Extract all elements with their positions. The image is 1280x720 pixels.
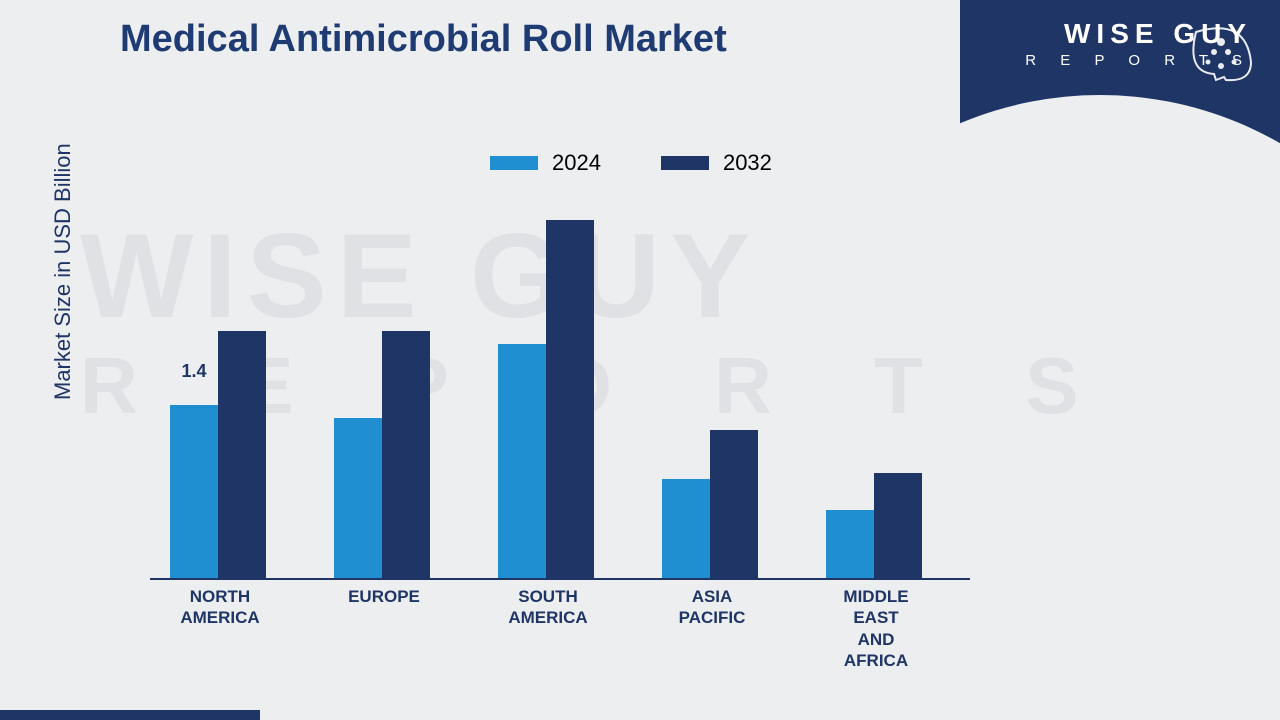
bar-2024 <box>170 405 218 578</box>
legend-swatch-2024 <box>490 156 538 170</box>
category-label: NORTHAMERICA <box>150 580 290 629</box>
bar-2024 <box>826 510 874 578</box>
plot-area: 1.4NORTHAMERICAEUROPESOUTHAMERICAASIAPAC… <box>150 210 970 580</box>
brand-logo: WISE GUY R E P O R T S <box>1025 18 1252 69</box>
category-label: SOUTHAMERICA <box>478 580 618 629</box>
bar-2032 <box>382 331 430 578</box>
bar-2032 <box>710 430 758 578</box>
canvas: WISE GUY R E P O R T S Medical Antimicro… <box>0 0 1280 720</box>
category-label: MIDDLEEASTANDAFRICA <box>806 580 946 671</box>
category-label: EUROPE <box>314 580 454 607</box>
bar-2024 <box>334 418 382 578</box>
bar-2024 <box>498 344 546 578</box>
legend-item-2024: 2024 <box>490 150 601 176</box>
bar-2024 <box>662 479 710 578</box>
chart-title: Medical Antimicrobial Roll Market <box>120 18 727 61</box>
bar-2032 <box>874 473 922 578</box>
brand-head-icon <box>1166 22 1256 82</box>
bar-2032 <box>546 220 594 578</box>
bar-chart: Market Size in USD Billion 2024 2032 1.4… <box>60 150 980 650</box>
legend-swatch-2032 <box>661 156 709 170</box>
category-label: ASIAPACIFIC <box>642 580 782 629</box>
footer-accent-bar <box>0 710 260 720</box>
bar-value-label: 1.4 <box>181 361 206 382</box>
bar-2032 <box>218 331 266 578</box>
legend-item-2032: 2032 <box>661 150 772 176</box>
legend: 2024 2032 <box>490 150 772 176</box>
legend-label-2024: 2024 <box>552 150 601 176</box>
legend-label-2032: 2032 <box>723 150 772 176</box>
y-axis-label: Market Size in USD Billion <box>50 143 76 400</box>
